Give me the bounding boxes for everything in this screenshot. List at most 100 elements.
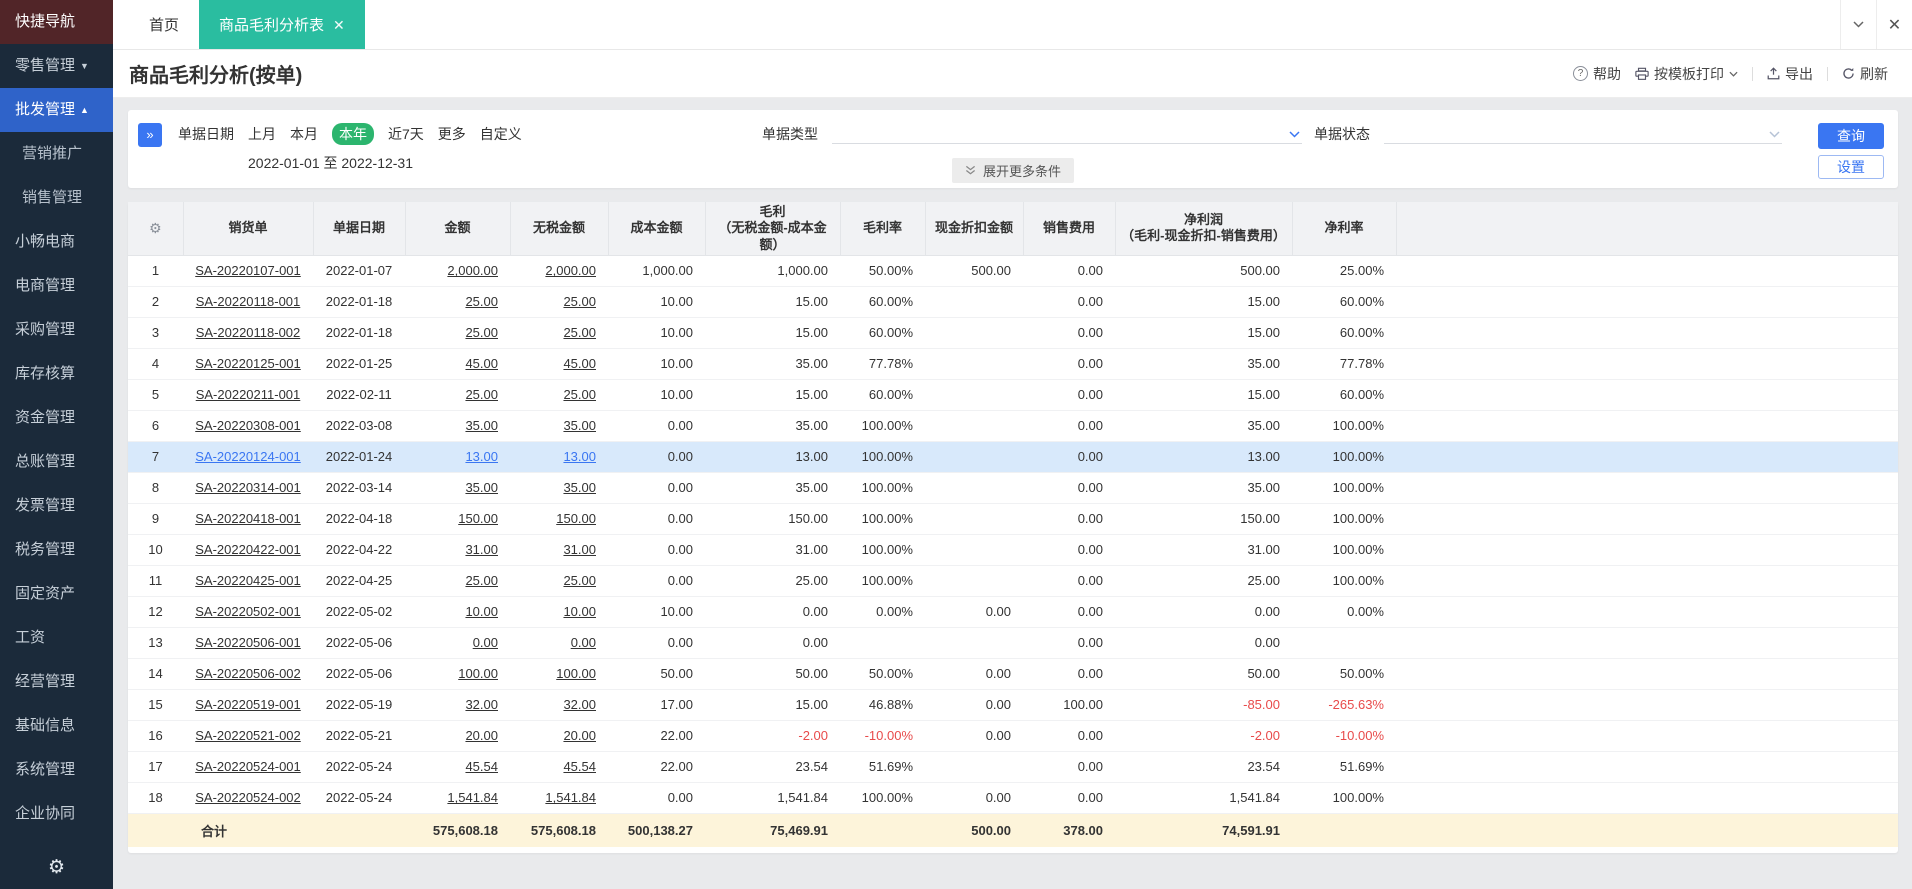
sidebar-item[interactable]: 电商管理 [0,264,113,308]
amount-link[interactable]: 20.00 [465,728,498,744]
column-header[interactable]: 无税金额 [510,202,609,256]
date-option[interactable]: 本年 [332,123,374,145]
amount-link[interactable]: 13.00 [563,449,596,465]
doc-status-select[interactable] [1384,123,1782,144]
column-header[interactable]: 毛利率 [840,202,926,256]
amount-link[interactable]: 35.00 [465,480,498,496]
order-link[interactable]: SA-20220506-002 [195,666,301,682]
table-row[interactable]: 11 SA-20220425-001 2022-04-25 25.00 25.00 0.0… [128,565,1898,597]
amount-link[interactable]: 25.00 [563,573,596,589]
sidebar-item[interactable]: 系统管理 [0,748,113,792]
amount-link[interactable]: 25.00 [563,294,596,310]
sidebar-item[interactable]: 库存核算 [0,352,113,396]
order-link[interactable]: SA-20220422-001 [195,542,301,558]
table-row[interactable]: 16 SA-20220521-002 2022-05-21 20.00 20.00 22.… [128,720,1898,752]
amount-link[interactable]: 1,541.84 [545,790,596,806]
order-link[interactable]: SA-20220521-002 [195,728,301,744]
amount-link[interactable]: 150.00 [556,511,596,527]
tab-product-profit-analysis[interactable]: 商品毛利分析表 ✕ [199,0,365,49]
date-option[interactable]: 更多 [437,126,466,142]
column-header[interactable]: 现金折扣金额 [925,202,1024,256]
amount-link[interactable]: 100.00 [556,666,596,682]
order-link[interactable]: SA-20220524-001 [195,759,301,775]
column-header[interactable]: 净利润 （毛利-现金折扣-销售费用） [1115,202,1293,256]
table-row[interactable]: 1 SA-20220107-001 2022-01-07 2,000.00 2,000.… [128,255,1898,287]
amount-link[interactable]: 32.00 [465,697,498,713]
table-row[interactable]: 3 SA-20220118-002 2022-01-18 25.00 25.00 10.0… [128,317,1898,349]
order-link[interactable]: SA-20220502-001 [195,604,301,620]
amount-link[interactable]: 25.00 [465,573,498,589]
table-row[interactable]: 2 SA-20220118-001 2022-01-18 25.00 25.00 10.0… [128,286,1898,318]
amount-link[interactable]: 25.00 [563,387,596,403]
column-header[interactable]: 销售费用 [1023,202,1116,256]
amount-link[interactable]: 2,000.00 [447,263,498,279]
date-option[interactable]: 近7天 [388,126,424,142]
close-all-tabs-icon[interactable]: ✕ [1876,0,1912,49]
sidebar-item[interactable]: 零售管理 ▼ [0,44,113,88]
sidebar-item[interactable]: 基础信息 [0,704,113,748]
table-row[interactable]: 7 SA-20220124-001 2022-01-24 13.00 13.00 0.00… [128,441,1898,473]
order-link[interactable]: SA-20220211-001 [195,387,301,403]
amount-link[interactable]: 32.00 [563,697,596,713]
column-header[interactable]: 净利率 [1292,202,1397,256]
sidebar-item[interactable]: 经营管理 [0,660,113,704]
amount-link[interactable]: 25.00 [563,325,596,341]
amount-link[interactable]: 35.00 [465,418,498,434]
amount-link[interactable]: 25.00 [465,294,498,310]
column-header[interactable]: 单据日期 [313,202,406,256]
table-row[interactable]: 18 SA-20220524-002 2022-05-24 1,541.84 1,541… [128,782,1898,814]
tab-list-chevron-down-icon[interactable] [1840,0,1876,49]
order-link[interactable]: SA-20220107-001 [195,263,301,279]
sidebar-item[interactable]: 销售管理 [0,176,113,220]
table-row[interactable]: 17 SA-20220524-001 2022-05-24 45.54 45.54 22.… [128,751,1898,783]
column-header[interactable]: 金额 [405,202,511,256]
order-link[interactable]: SA-20220506-001 [195,635,301,651]
column-header[interactable]: 销货单 [183,202,314,256]
order-link[interactable]: SA-20220418-001 [195,511,301,527]
refresh-button[interactable]: 刷新 [1842,64,1888,84]
order-link[interactable]: SA-20220524-002 [195,790,301,806]
date-range-value[interactable]: 2022-01-01 至 2022-12-31 [248,155,414,171]
settings-gear-icon[interactable]: ⚙ [47,857,66,878]
sidebar-item[interactable]: 固定资产 [0,572,113,616]
order-link[interactable]: SA-20220118-002 [195,325,301,341]
date-option[interactable]: 本月 [290,126,318,142]
order-link[interactable]: SA-20220124-001 [195,449,301,465]
amount-link[interactable]: 25.00 [465,387,498,403]
doc-type-select[interactable] [832,123,1302,144]
table-row[interactable]: 4 SA-20220125-001 2022-01-25 45.00 45.00 10.0… [128,348,1898,380]
tab-close-icon[interactable]: ✕ [333,16,345,33]
amount-link[interactable]: 45.00 [563,356,596,372]
amount-link[interactable]: 2,000.00 [545,263,596,279]
amount-link[interactable]: 13.00 [465,449,498,465]
sidebar-item[interactable]: 总账管理 [0,440,113,484]
table-row[interactable]: 10 SA-20220422-001 2022-04-22 31.00 31.00 0.0… [128,534,1898,566]
export-button[interactable]: 导出 [1767,64,1813,84]
print-template-button[interactable]: 按模板打印 [1635,64,1738,84]
date-option[interactable]: 自定义 [479,126,522,142]
table-row[interactable]: 9 SA-20220418-001 2022-04-18 150.00 150.00 0.… [128,503,1898,535]
expand-more-button[interactable]: 展开更多条件 [951,158,1075,183]
sidebar-quick-nav[interactable]: 快捷导航 [0,0,113,44]
order-link[interactable]: SA-20220118-001 [195,294,301,310]
table-row[interactable]: 6 SA-20220308-001 2022-03-08 35.00 35.00 0.00… [128,410,1898,442]
column-header[interactable]: 毛利 （无税金额-成本金额） [705,202,841,256]
order-link[interactable]: SA-20220519-001 [195,697,301,713]
sidebar-item[interactable]: 采购管理 [0,308,113,352]
sidebar-item[interactable]: 企业协同 [0,792,113,836]
collapse-filter-button[interactable]: » [138,123,162,147]
amount-link[interactable]: 35.00 [563,418,596,434]
amount-link[interactable]: 0.00 [472,635,498,651]
settings-button[interactable]: 设置 [1818,155,1884,179]
column-settings-gear-header[interactable]: ⚙ [128,202,184,256]
help-button[interactable]: ? 帮助 [1573,64,1621,84]
table-row[interactable]: 13 SA-20220506-001 2022-05-06 0.00 0.00 0.00 0… [128,627,1898,659]
amount-link[interactable]: 45.54 [465,759,498,775]
amount-link[interactable]: 45.00 [465,356,498,372]
sidebar-item[interactable]: 工资 [0,616,113,660]
sidebar-item[interactable]: 营销推广 [0,132,113,176]
table-row[interactable]: 12 SA-20220502-001 2022-05-02 10.00 10.00 10.… [128,596,1898,628]
sidebar-item[interactable]: 批发管理 ▲ [0,88,113,132]
amount-link[interactable]: 31.00 [563,542,596,558]
amount-link[interactable]: 100.00 [458,666,498,682]
